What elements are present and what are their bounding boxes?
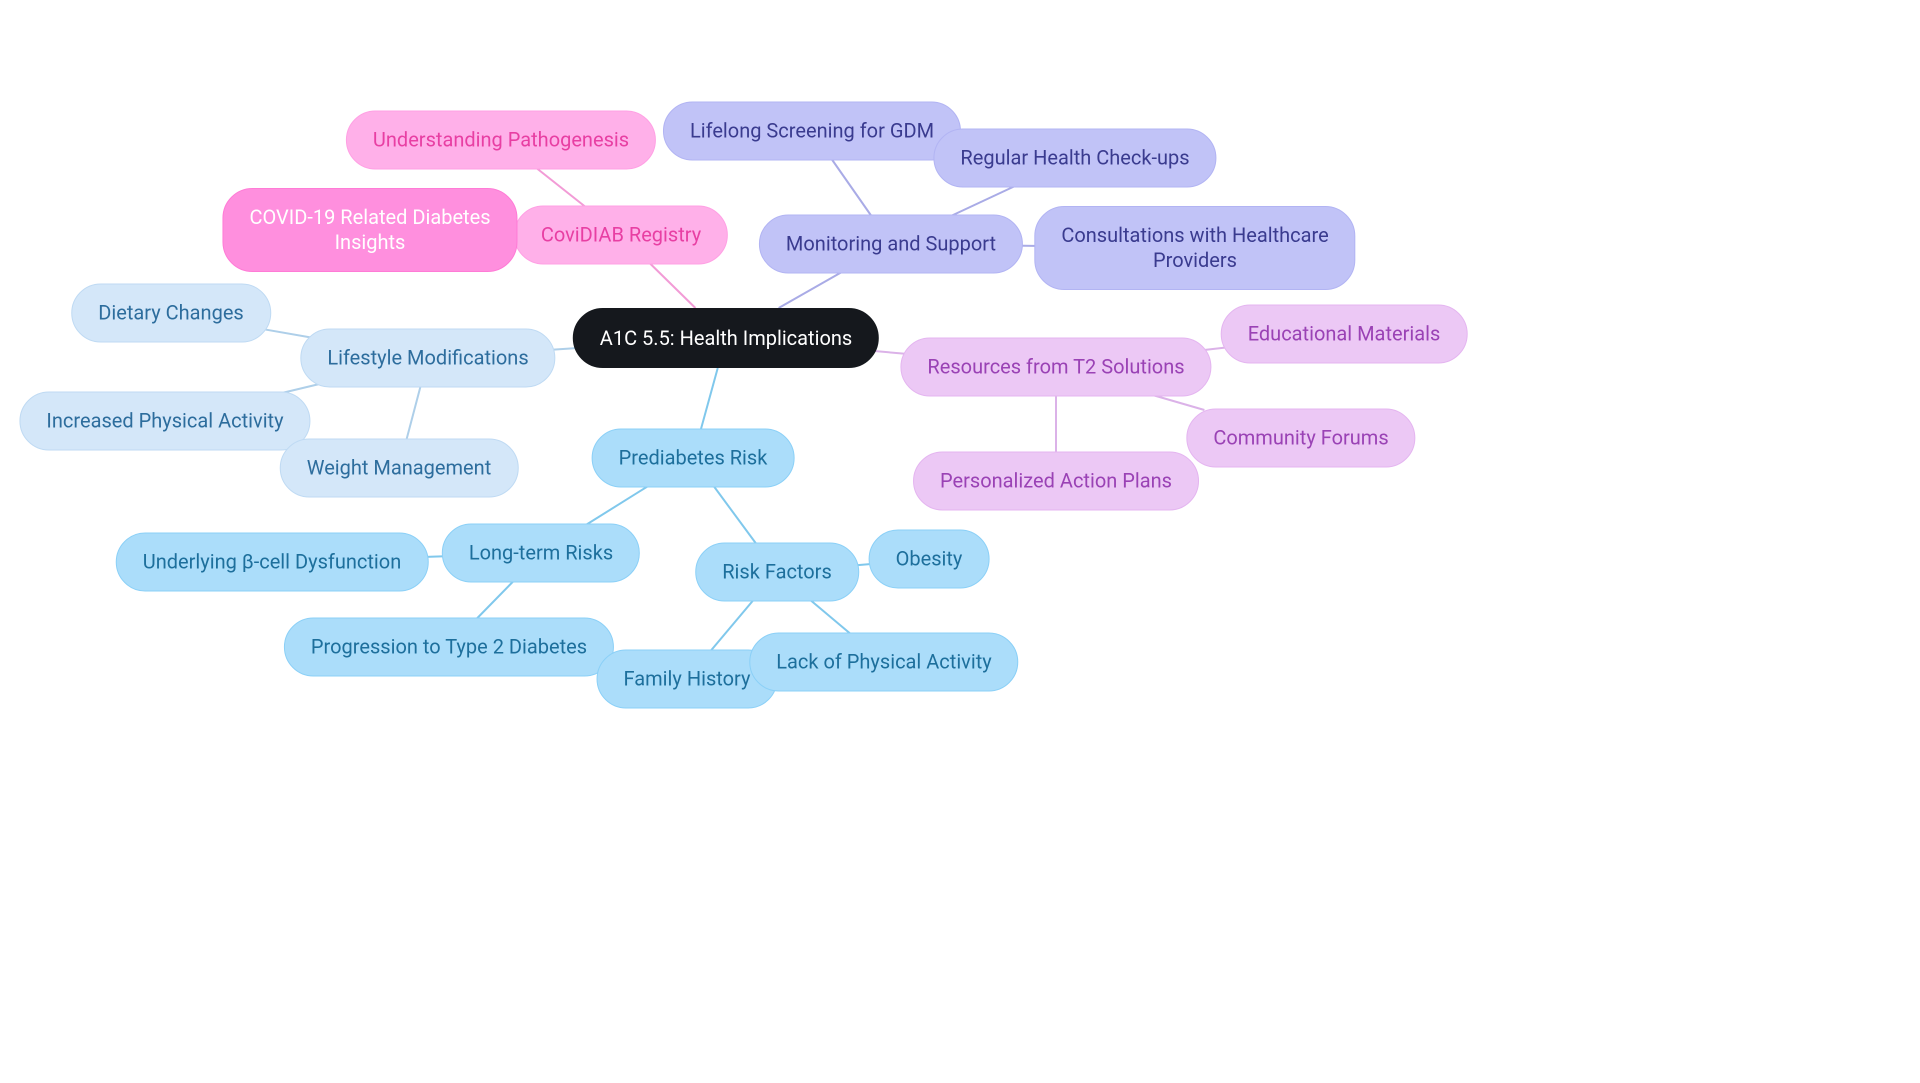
node-lifestyle: Lifestyle Modifications [300, 329, 555, 388]
edge-root-monitoring [779, 272, 842, 308]
edge-prediabetes-riskfactors [714, 486, 757, 544]
edge-prediabetes-longterm [586, 486, 648, 525]
edge-riskfactors-family [711, 600, 754, 651]
node-gdm: Lifelong Screening for GDM [663, 102, 961, 161]
node-covid_insights: COVID-19 Related Diabetes Insights [222, 188, 517, 272]
node-weight: Weight Management [280, 439, 519, 498]
node-action_plans: Personalized Action Plans [913, 452, 1199, 511]
node-riskfactors: Risk Factors [695, 543, 859, 602]
node-lack_activity: Lack of Physical Activity [749, 633, 1018, 692]
node-checkups: Regular Health Check-ups [933, 129, 1216, 188]
edge-monitoring-gdm [832, 159, 872, 216]
node-monitoring: Monitoring and Support [759, 215, 1023, 274]
edge-riskfactors-lack_activity [810, 600, 850, 634]
edge-root-prediabetes [701, 368, 718, 430]
edge-root-covidiab [650, 263, 696, 308]
node-progression: Progression to Type 2 Diabetes [284, 618, 614, 677]
node-covidiab: CoviDIAB Registry [514, 206, 728, 265]
node-root: A1C 5.5: Health Implications [573, 308, 879, 368]
node-edu_materials: Educational Materials [1221, 305, 1468, 364]
edge-t2solutions-community [1153, 395, 1205, 410]
node-dietary: Dietary Changes [71, 284, 271, 343]
node-activity: Increased Physical Activity [19, 392, 310, 451]
node-prediabetes: Prediabetes Risk [592, 429, 795, 488]
edge-monitoring-checkups [951, 186, 1015, 216]
edge-lifestyle-weight [406, 386, 420, 440]
node-longterm: Long-term Risks [442, 524, 640, 583]
node-betacell: Underlying β-cell Dysfunction [116, 533, 429, 592]
node-community: Community Forums [1186, 409, 1415, 468]
edge-covidiab-pathogenesis [536, 168, 585, 207]
node-t2solutions: Resources from T2 Solutions [900, 338, 1211, 397]
node-consultations: Consultations with Healthcare Providers [1034, 206, 1355, 290]
edge-longterm-progression [476, 581, 513, 619]
node-pathogenesis: Understanding Pathogenesis [346, 111, 656, 170]
node-obesity: Obesity [869, 530, 990, 589]
